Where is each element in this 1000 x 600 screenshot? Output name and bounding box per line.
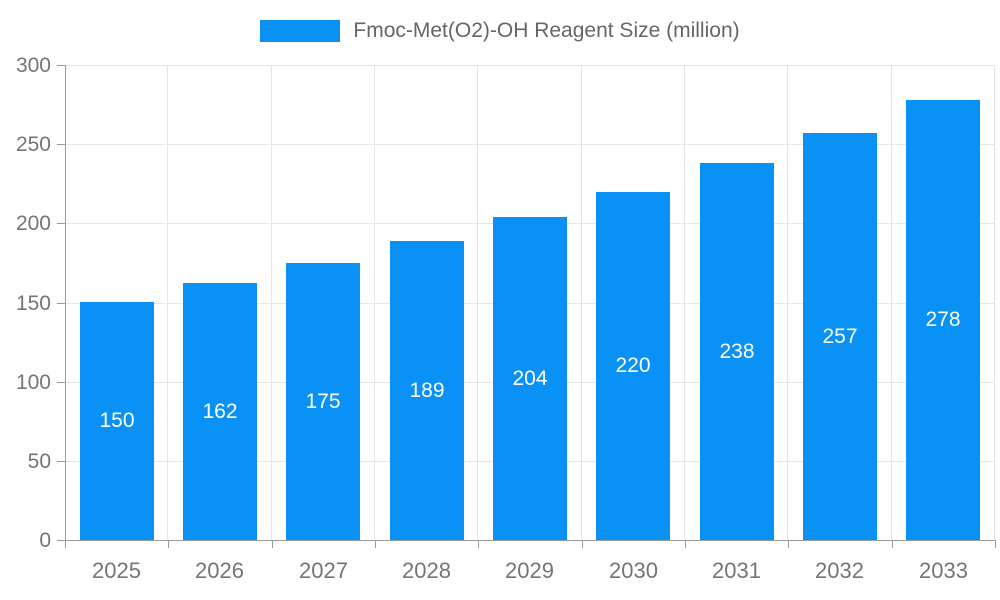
gridline-h [65,65,995,66]
x-axis-tick [995,540,996,548]
x-axis-tick [168,540,169,548]
bar[interactable]: 189 [390,241,464,540]
gridline-v [891,65,892,540]
gridline-v [787,65,788,540]
x-axis-tick [65,540,66,548]
bar-value-label: 175 [305,389,341,413]
x-axis-label: 2027 [299,558,348,583]
plot-area: 150 162 175 189 204 220 238 257 278 [65,65,995,540]
x-axis-tick [375,540,376,548]
x-axis-label: 2026 [195,558,244,583]
x-axis-label: 2029 [505,558,554,583]
bar[interactable]: 175 [286,263,360,540]
legend-swatch [260,20,341,42]
y-axis-tick [57,302,65,304]
gridline-v [477,65,478,540]
y-axis-tick-label: 100 [15,370,51,394]
x-axis-label: 2028 [402,558,451,583]
y-axis-tick-label: 300 [15,54,51,77]
x-axis-tick [685,540,686,548]
x-axis-tick [892,540,893,548]
bar-value-label: 150 [99,409,135,432]
bar-value-label: 189 [409,378,445,402]
bar[interactable]: 238 [700,163,774,540]
bar[interactable]: 220 [596,192,670,540]
x-axis-line [65,540,995,541]
x-axis-label: 2030 [609,558,658,583]
x-axis-label: 2033 [919,558,968,583]
y-axis-tick-label: 200 [15,212,51,236]
y-axis-tick [57,144,65,146]
bar-value-label: 162 [202,399,238,423]
gridline-v [167,65,168,540]
x-axis-label: 2025 [92,558,141,583]
y-axis-line [65,65,66,541]
legend-label: Fmoc-Met(O2)-OH Reagent Size (million) [353,19,740,42]
y-axis-tick [57,381,65,383]
bar[interactable]: 162 [183,283,257,540]
bar-value-label: 220 [615,354,651,377]
y-axis-tick [57,65,65,66]
gridline-v [271,65,272,540]
y-axis-tick-label: 50 [27,449,51,473]
gridline-v [684,65,685,540]
bar-value-label: 257 [822,324,858,348]
x-axis-tick [272,540,273,548]
x-axis-label: 2031 [712,558,761,583]
gridline-h [65,144,995,146]
y-axis-tick-label: 150 [15,291,51,315]
gridline-v [581,65,582,540]
x-axis-tick [478,540,479,548]
bar-value-label: 278 [925,308,961,331]
x-axis-tick [582,540,583,548]
bar[interactable]: 278 [906,100,980,540]
legend-item[interactable]: Fmoc-Met(O2)-OH Reagent Size (million) [0,19,1000,43]
x-axis-tick [788,540,789,548]
y-axis-tick-label: 250 [15,133,51,157]
bar[interactable]: 257 [803,133,877,540]
bar-value-label: 204 [512,366,548,390]
bar-value-label: 238 [719,339,755,363]
y-axis-tick-label: 0 [39,529,51,552]
y-axis-tick [57,540,65,541]
y-axis-tick [57,460,65,462]
gridline-v [994,65,995,540]
y-axis-tick [57,223,65,225]
bar[interactable]: 150 [80,302,154,540]
bar[interactable]: 204 [493,217,567,540]
x-axis-label: 2032 [815,558,864,583]
gridline-v [374,65,375,540]
